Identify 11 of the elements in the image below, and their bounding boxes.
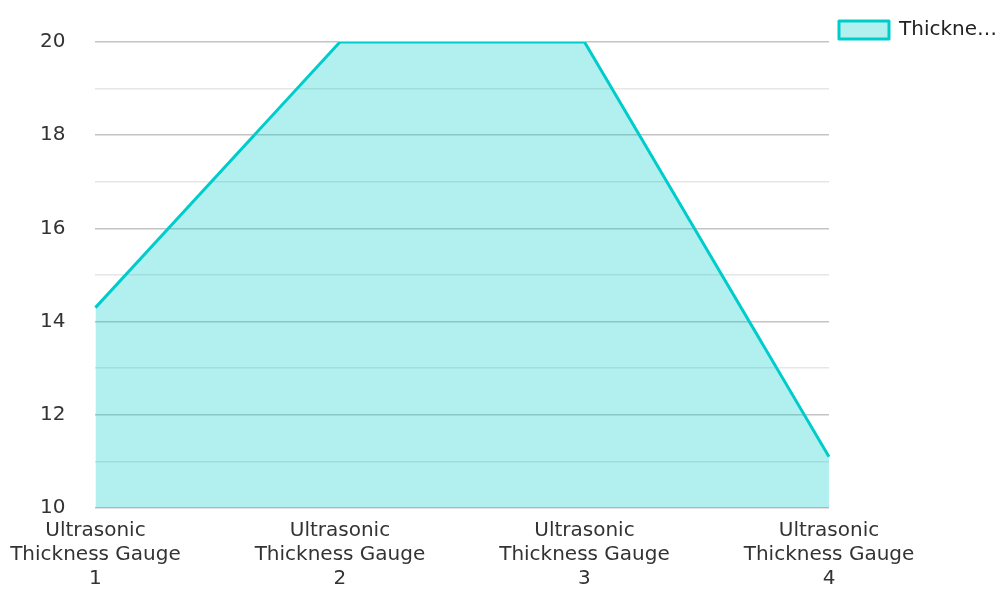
x-tick-label: Ultrasonic Thickness Gauge 3 (498, 517, 670, 590)
y-tick-label: 14 (40, 307, 66, 332)
x-tick-label: Ultrasonic Thickness Gauge 2 (253, 517, 426, 590)
legend-label: Thickne… (897, 16, 998, 41)
y-tick-label: 12 (40, 401, 66, 425)
y-tick-label: 20 (40, 28, 66, 53)
y-tick-label: 10 (40, 494, 66, 519)
x-tick-label: Ultrasonic Thickness Gauge 4 (742, 517, 915, 590)
y-tick-label: 18 (40, 121, 66, 146)
y-tick-label: 16 (40, 214, 66, 239)
x-tick-label: Ultrasonic Thickness Gauge 1 (9, 517, 181, 590)
